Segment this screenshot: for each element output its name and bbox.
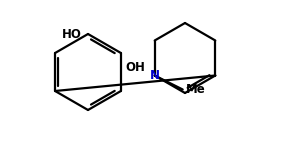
Text: HO: HO [62, 28, 82, 41]
Text: OH: OH [125, 61, 145, 74]
Text: Me: Me [186, 83, 206, 96]
Text: N: N [150, 69, 160, 82]
